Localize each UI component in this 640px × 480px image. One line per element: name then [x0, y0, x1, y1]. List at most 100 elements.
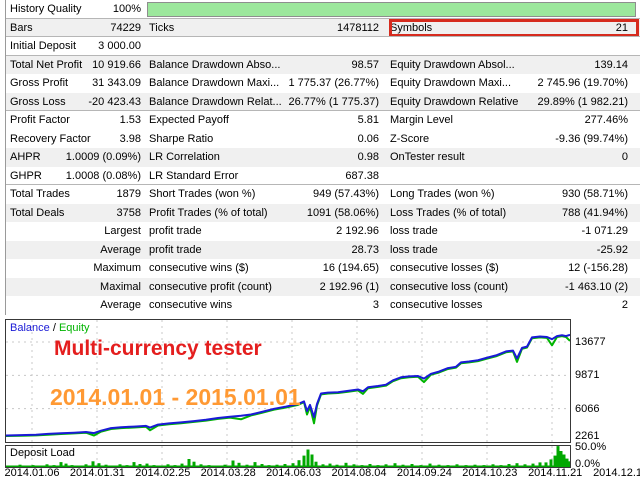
deposit-load-bar	[215, 465, 219, 467]
chart-legend: Balance / Equity	[10, 322, 90, 334]
deposit-load-bar	[419, 465, 423, 467]
deposit-load-bar	[446, 465, 450, 467]
deposit-load-bar	[553, 455, 557, 467]
deposit-load-bar	[152, 465, 156, 467]
deposit-load-bar	[31, 465, 35, 467]
deposit-load-bar	[491, 464, 495, 467]
deposit-load-bar	[499, 465, 503, 467]
stat-value: 5.81	[357, 114, 379, 127]
stat-value: 3 000.00	[98, 40, 141, 53]
deposit-load-bar	[38, 465, 42, 467]
stat-label: loss trade	[390, 243, 438, 256]
x-axis-label: 2014.09.24	[396, 467, 452, 479]
stat-label: Profit Trades (% of total)	[149, 206, 268, 219]
stats-table: History Quality 100% Bars 74229 Ticks 1478112…	[5, 0, 640, 315]
stat-pair: AHPR 1.0009 (0.09%)	[6, 151, 141, 163]
deposit-load-bar	[321, 464, 325, 467]
table-row[interactable]: Total Net Profit 10 919.66 Balance Drawdow…	[6, 55, 640, 74]
x-axis-label: 2014.03.28	[200, 467, 256, 479]
deposit-load-bar	[199, 464, 203, 467]
deposit-load-bar	[410, 464, 414, 467]
deposit-load-bar	[544, 462, 548, 467]
deposit-load-bar	[52, 465, 56, 467]
table-row[interactable]: Largest profit trade 2 192.96 loss trade -1 …	[6, 222, 640, 241]
deposit-load-bar	[559, 451, 563, 467]
table-row[interactable]: History Quality 100%	[6, 0, 640, 19]
deposit-load-bar	[253, 462, 257, 467]
table-row[interactable]: Initial Deposit 3 000.00	[6, 37, 640, 56]
deposit-load-bar	[111, 465, 115, 467]
deposit-load-bar	[344, 462, 348, 467]
stat-pair: consecutive wins 3	[149, 299, 379, 311]
x-axis-label: 2014.11.21	[528, 467, 583, 479]
x-axis-label: 2014.08.04	[331, 467, 387, 479]
stat-pair: LR Correlation 0.98	[149, 151, 379, 163]
stat-value: 0.06	[357, 132, 379, 145]
table-row[interactable]: Maximum consecutive wins ($) 16 (194.65) co…	[6, 259, 640, 278]
deposit-load-bar	[173, 465, 177, 467]
stat-value: -25.92	[596, 243, 628, 256]
stat-pair: consecutive losses ($) 12 (-156.28)	[390, 262, 628, 274]
stat-label: Total Trades	[10, 188, 70, 201]
stat-pair: Total Net Profit 10 919.66	[6, 59, 141, 71]
deposit-load-bar	[328, 463, 332, 467]
table-row[interactable]: Bars 74229 Ticks 1478112 Symbols 21	[6, 18, 640, 37]
x-axis-label: 2014.10.23	[462, 467, 518, 479]
stat-label: Total Net Profit	[10, 58, 83, 71]
stat-label: Bars	[10, 21, 33, 34]
stat-label: LR Correlation	[149, 151, 220, 164]
stat-value: 1478112	[336, 21, 379, 34]
table-row[interactable]: Gross Profit 31 343.09 Balance Drawdown Ma…	[6, 74, 640, 93]
deposit-load-bar	[482, 465, 486, 467]
deposit-load-bar	[24, 465, 28, 467]
table-row[interactable]: AHPR 1.0009 (0.09%) LR Correlation 0.98 OnTe…	[6, 148, 640, 167]
stat-value: 0	[621, 151, 628, 164]
table-row[interactable]: Gross Loss -20 423.43 Balance Drawdown Rel…	[6, 92, 640, 111]
deposit-load-bar	[549, 459, 553, 467]
stat-pair: Initial Deposit 3 000.00	[6, 40, 141, 52]
stat-value: 788 (41.94%)	[561, 206, 628, 219]
deposit-load-bar	[267, 465, 271, 467]
stat-label: Profit Factor	[10, 114, 70, 127]
stat-pair: Expected Payoff 5.81	[149, 114, 379, 126]
stat-label: Balance Drawdown Abso...	[149, 58, 281, 71]
stat-label: consecutive losses ($)	[390, 262, 499, 275]
table-row[interactable]: GHPR 1.0008 (0.08%) LR Standard Error 687.3…	[6, 167, 640, 186]
table-row[interactable]: Average consecutive wins 3 consecutive loss…	[6, 296, 640, 315]
stat-label: Recovery Factor	[10, 132, 91, 145]
deposit-load-bar	[97, 463, 101, 467]
stat-pair: consecutive loss (count) -1 463.10 (2)	[390, 281, 628, 293]
legend-separator: /	[49, 322, 59, 334]
table-row[interactable]: Profit Factor 1.53 Expected Payoff 5.81 Marg…	[6, 111, 640, 130]
stat-pair: OnTester result 0	[390, 151, 628, 163]
deposit-load-bar	[207, 465, 211, 467]
table-row[interactable]: Recovery Factor 3.98 Sharpe Ratio 0.06 Z-Sco…	[6, 130, 640, 149]
stat-label: consecutive losses	[390, 299, 483, 312]
stat-label: Z-Score	[390, 132, 430, 145]
deposit-load-bar	[91, 461, 95, 467]
x-axis-label: 2014.02.25	[135, 467, 191, 479]
table-row[interactable]: Average profit trade 28.73 loss trade -25.92	[6, 240, 640, 259]
deposit-load-bar	[310, 454, 314, 467]
chart-title: Multi-currency tester	[54, 337, 262, 360]
deposit-load-bar	[335, 464, 339, 467]
stat-pair: GHPR 1.0008 (0.08%)	[6, 170, 141, 182]
table-row[interactable]: Total Deals 3758 Profit Trades (% of total…	[6, 203, 640, 222]
table-row[interactable]: Total Trades 1879 Short Trades (won %) 949 …	[6, 185, 640, 204]
stat-value: -9.36 (99.74%)	[555, 132, 628, 145]
stat-value: 1879	[116, 188, 141, 201]
stat-value: 31 343.09	[92, 77, 141, 90]
stat-label: Symbols	[390, 21, 433, 34]
deposit-load-bar	[531, 463, 535, 467]
stat-value: 21	[615, 21, 628, 34]
deposit-load-bar	[464, 465, 468, 467]
deposit-load-bar	[401, 464, 405, 467]
deposit-load-bar	[12, 465, 16, 467]
table-row[interactable]: Maximal consecutive profit (count) 2 192.9…	[6, 277, 640, 296]
y-axis-label: 2261	[575, 430, 600, 442]
deposit-load-bar	[314, 461, 318, 467]
stat-value: 2	[621, 299, 628, 312]
deposit-load-bar	[223, 464, 227, 467]
stat-label: loss trade	[390, 225, 438, 238]
stat-pair: Maximal	[6, 281, 141, 293]
